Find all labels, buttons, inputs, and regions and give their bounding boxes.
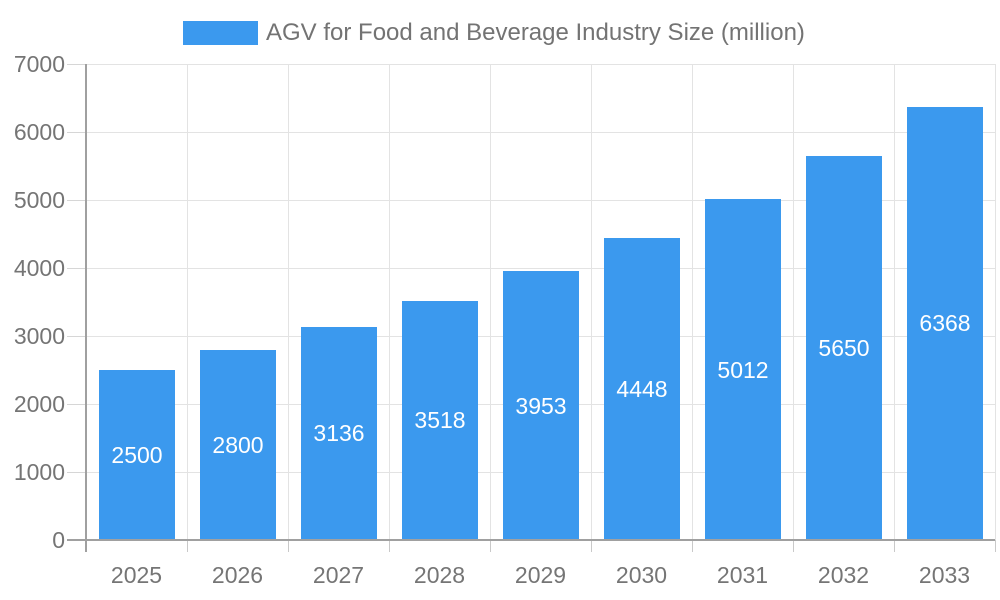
bar-value-label: 5650: [818, 335, 870, 361]
legend-swatch-icon: [183, 21, 258, 45]
x-tick-label: 2030: [615, 562, 668, 588]
x-axis-tick-mark: [793, 540, 794, 552]
y-axis-line: [85, 64, 87, 552]
x-tick-label: 2032: [817, 562, 870, 588]
gridline-vertical: [187, 64, 188, 540]
bar: [301, 327, 377, 540]
gridline-vertical: [490, 64, 491, 540]
y-tick-label: 7000: [13, 51, 65, 77]
bar: [200, 350, 276, 540]
x-axis-line: [67, 539, 995, 541]
x-tick-label: 2025: [110, 562, 163, 588]
gridline-vertical: [288, 64, 289, 540]
x-tick-label: 2028: [413, 562, 466, 588]
y-axis-tick-mark: [67, 336, 86, 337]
x-axis-tick-mark: [894, 540, 895, 552]
x-axis-tick-mark: [187, 540, 188, 552]
y-tick-label: 1000: [13, 459, 65, 485]
bar-value-label: 3136: [313, 420, 365, 446]
bar: [99, 370, 175, 540]
x-tick-label: 2027: [312, 562, 365, 588]
bar: [503, 271, 579, 540]
y-tick-label: 0: [52, 527, 65, 553]
legend-label: AGV for Food and Beverage Industry Size …: [266, 19, 805, 46]
y-axis-tick-mark: [67, 200, 86, 201]
x-axis-tick-mark: [389, 540, 390, 552]
bar: [705, 199, 781, 540]
y-axis-tick-mark: [67, 64, 86, 65]
x-tick-label: 2029: [514, 562, 567, 588]
bar-value-label: 4448: [616, 376, 668, 402]
gridline-vertical: [995, 64, 996, 540]
x-axis-tick-mark: [591, 540, 592, 552]
gridline-horizontal: [86, 132, 995, 133]
bar-value-label: 2500: [111, 442, 163, 468]
bar: [907, 107, 983, 540]
y-tick-label: 5000: [13, 187, 65, 213]
x-axis-tick-mark: [995, 540, 996, 552]
y-tick-label: 2000: [13, 391, 65, 417]
y-axis-tick-mark: [67, 132, 86, 133]
x-axis-tick-mark: [490, 540, 491, 552]
gridline-vertical: [793, 64, 794, 540]
bar-value-label: 6368: [919, 310, 971, 336]
bar: [402, 301, 478, 540]
x-tick-label: 2031: [716, 562, 769, 588]
gridline-vertical: [894, 64, 895, 540]
x-tick-label: 2026: [211, 562, 264, 588]
bar: [604, 238, 680, 540]
bar-value-label: 5012: [717, 357, 769, 383]
bar-value-label: 2800: [212, 432, 264, 458]
x-tick-label: 2033: [918, 562, 971, 588]
y-axis-tick-mark: [67, 472, 86, 473]
x-axis-tick-mark: [288, 540, 289, 552]
y-tick-label: 3000: [13, 323, 65, 349]
bar-value-label: 3953: [515, 393, 567, 419]
gridline-horizontal: [86, 64, 995, 65]
y-tick-label: 6000: [13, 119, 65, 145]
x-axis-tick-mark: [692, 540, 693, 552]
y-tick-label: 4000: [13, 255, 65, 281]
gridline-vertical: [389, 64, 390, 540]
gridline-horizontal: [86, 268, 995, 269]
bar-value-label: 3518: [414, 407, 466, 433]
gridline-vertical: [692, 64, 693, 540]
y-axis-tick-mark: [67, 404, 86, 405]
y-axis-tick-mark: [67, 268, 86, 269]
bar: [806, 156, 882, 540]
gridline-vertical: [591, 64, 592, 540]
gridline-horizontal: [86, 200, 995, 201]
